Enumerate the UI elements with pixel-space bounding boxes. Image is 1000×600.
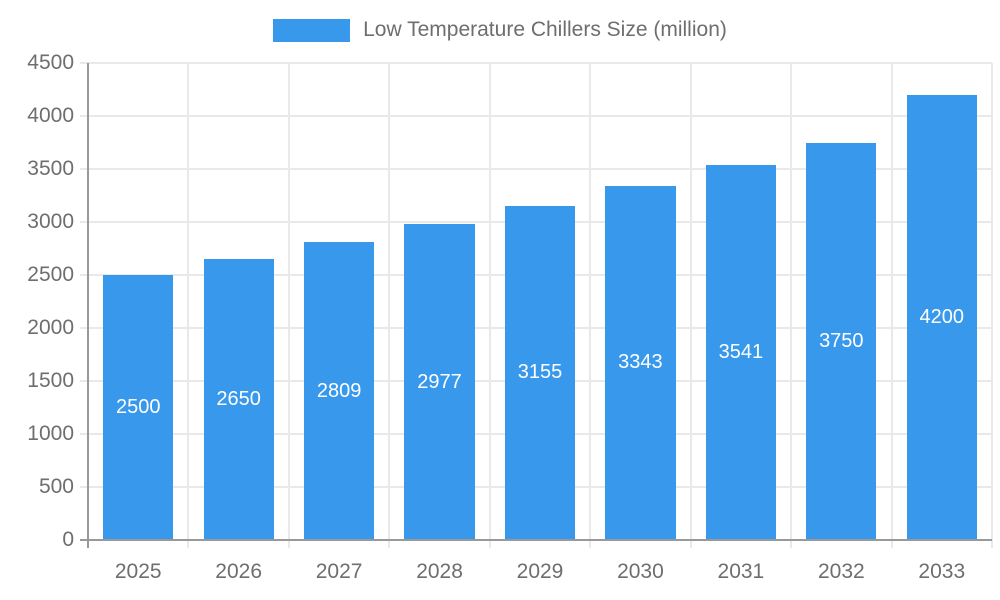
x-tick-label: 2030 (617, 560, 664, 583)
y-tick (80, 486, 88, 488)
x-tick (790, 540, 793, 548)
y-tick (80, 433, 88, 435)
legend-item[interactable]: Low Temperature Chillers Size (million) (273, 18, 727, 42)
x-tick-label: 2029 (516, 560, 564, 583)
bar-value-label: 2809 (316, 379, 362, 402)
y-tick-label: 4500 (27, 51, 74, 74)
x-gridline (187, 63, 190, 540)
x-tick (287, 540, 290, 548)
bar-value-label: 3155 (517, 361, 563, 384)
y-gridline (88, 168, 992, 170)
x-axis-line (80, 539, 992, 541)
y-tick (80, 380, 88, 382)
y-gridline (88, 62, 992, 64)
x-tick-label: 2028 (416, 560, 463, 583)
x-gridline (388, 63, 391, 540)
bar-2028[interactable]: 2977 (404, 224, 475, 540)
bar-value-label: 3541 (718, 340, 764, 363)
y-tick-label: 1500 (27, 369, 74, 392)
x-gridline (689, 63, 692, 540)
y-tick-label: 4000 (27, 104, 74, 127)
y-gridline (88, 115, 992, 117)
bar-value-label: 2500 (115, 396, 161, 418)
x-tick-label: 2032 (817, 560, 865, 583)
bar-value-label: 4200 (919, 305, 965, 328)
y-tick-label: 500 (38, 475, 74, 498)
y-tick (80, 115, 88, 117)
x-tick-label: 2031 (717, 560, 765, 583)
x-tick (890, 540, 893, 548)
bar-2031[interactable]: 3541 (705, 164, 777, 540)
x-tick-label: 2033 (918, 560, 966, 583)
bar-2026[interactable]: 2650 (203, 259, 274, 540)
x-tick (689, 540, 692, 548)
x-tick (388, 540, 391, 548)
x-gridline (287, 63, 290, 540)
y-tick-label: 1000 (27, 422, 74, 445)
x-gridline (488, 63, 491, 540)
bar-value-label: 2977 (417, 370, 462, 393)
legend-label: Low Temperature Chillers Size (million) (363, 18, 727, 41)
bar-2027[interactable]: 2809 (303, 242, 375, 540)
legend: Low Temperature Chillers Size (million) (0, 18, 1000, 42)
x-gridline (589, 63, 592, 540)
x-tick-label: 2027 (315, 560, 363, 583)
x-tick-label: 2026 (215, 560, 263, 583)
bar-2032[interactable]: 3750 (806, 142, 877, 540)
y-tick-label: 3000 (27, 210, 74, 233)
x-tick (589, 540, 592, 548)
x-gridline (991, 63, 993, 540)
y-tick (80, 327, 88, 329)
y-tick (80, 221, 88, 223)
x-tick-label: 2025 (114, 560, 162, 583)
bar-2029[interactable]: 3155 (504, 205, 576, 540)
legend-swatch (273, 18, 351, 42)
bar-2033[interactable]: 4200 (906, 94, 977, 540)
y-axis-line (87, 63, 89, 548)
y-tick (80, 274, 88, 276)
y-tick-label: 0 (62, 528, 74, 551)
x-gridline (790, 63, 793, 540)
y-tick-label: 2500 (27, 263, 74, 286)
x-tick (488, 540, 491, 548)
bar-2030[interactable]: 3343 (605, 185, 676, 540)
x-tick (991, 540, 993, 548)
y-tick-label: 3500 (27, 157, 74, 180)
bar-value-label: 3750 (819, 329, 864, 352)
x-gridline (890, 63, 893, 540)
y-tick (80, 62, 88, 64)
bar-2025[interactable]: 2500 (103, 275, 174, 540)
bar-value-label: 3343 (618, 351, 663, 374)
bar-value-label: 2650 (216, 388, 261, 411)
y-tick (80, 168, 88, 170)
y-tick-label: 2000 (27, 316, 74, 339)
x-tick (187, 540, 190, 548)
